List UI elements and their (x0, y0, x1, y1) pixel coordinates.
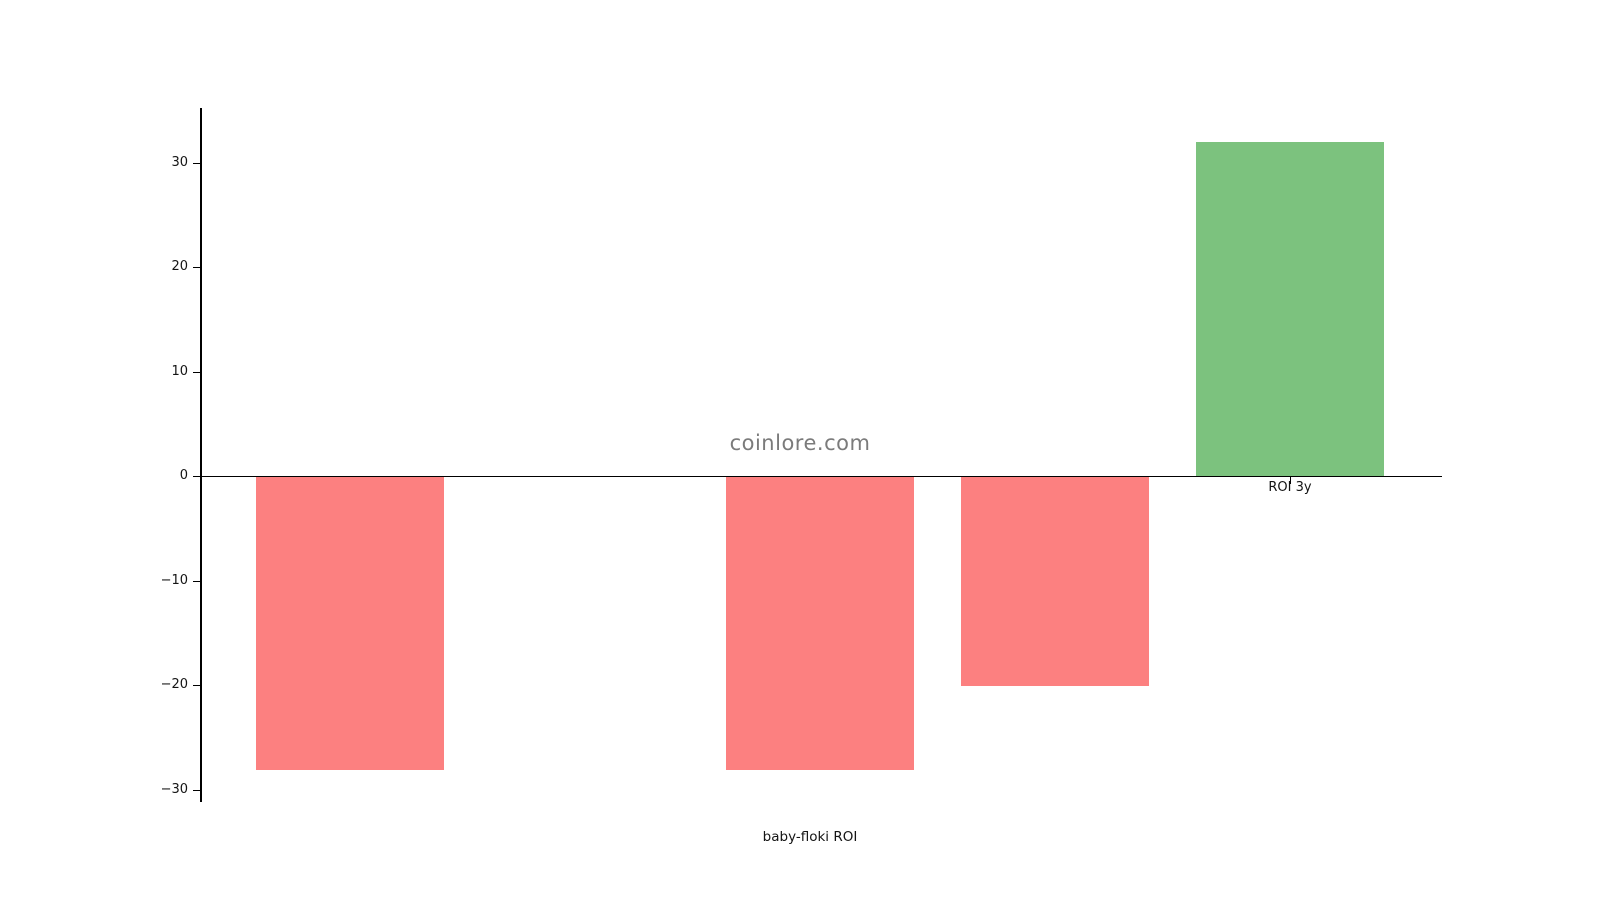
y-tick-mark (193, 162, 200, 164)
bar-negative (961, 477, 1149, 686)
bar-negative (256, 477, 444, 770)
y-tick-label: −10 (160, 572, 188, 588)
y-tick-label: 0 (179, 468, 188, 484)
watermark: coinlore.com (729, 431, 871, 455)
y-axis-line (200, 108, 202, 802)
y-tick-label: 30 (171, 154, 188, 170)
y-tick-label: −20 (160, 677, 188, 693)
bar-negative (726, 477, 914, 770)
y-tick-label: 10 (171, 363, 188, 379)
x-axis-title: baby-floki ROI (762, 829, 858, 845)
bar-positive (1196, 141, 1384, 476)
y-tick-mark (193, 580, 200, 582)
x-axis-line (200, 476, 1442, 478)
y-tick-mark (193, 476, 200, 478)
x-tick-label: ROI 3y (1268, 480, 1312, 495)
x-tick-mark (1290, 476, 1292, 484)
y-tick-mark (193, 685, 200, 687)
y-tick-mark (193, 371, 200, 373)
y-tick-label: 20 (171, 259, 188, 275)
y-tick-mark (193, 267, 200, 269)
y-tick-mark (193, 789, 200, 791)
y-tick-label: −30 (160, 781, 188, 797)
